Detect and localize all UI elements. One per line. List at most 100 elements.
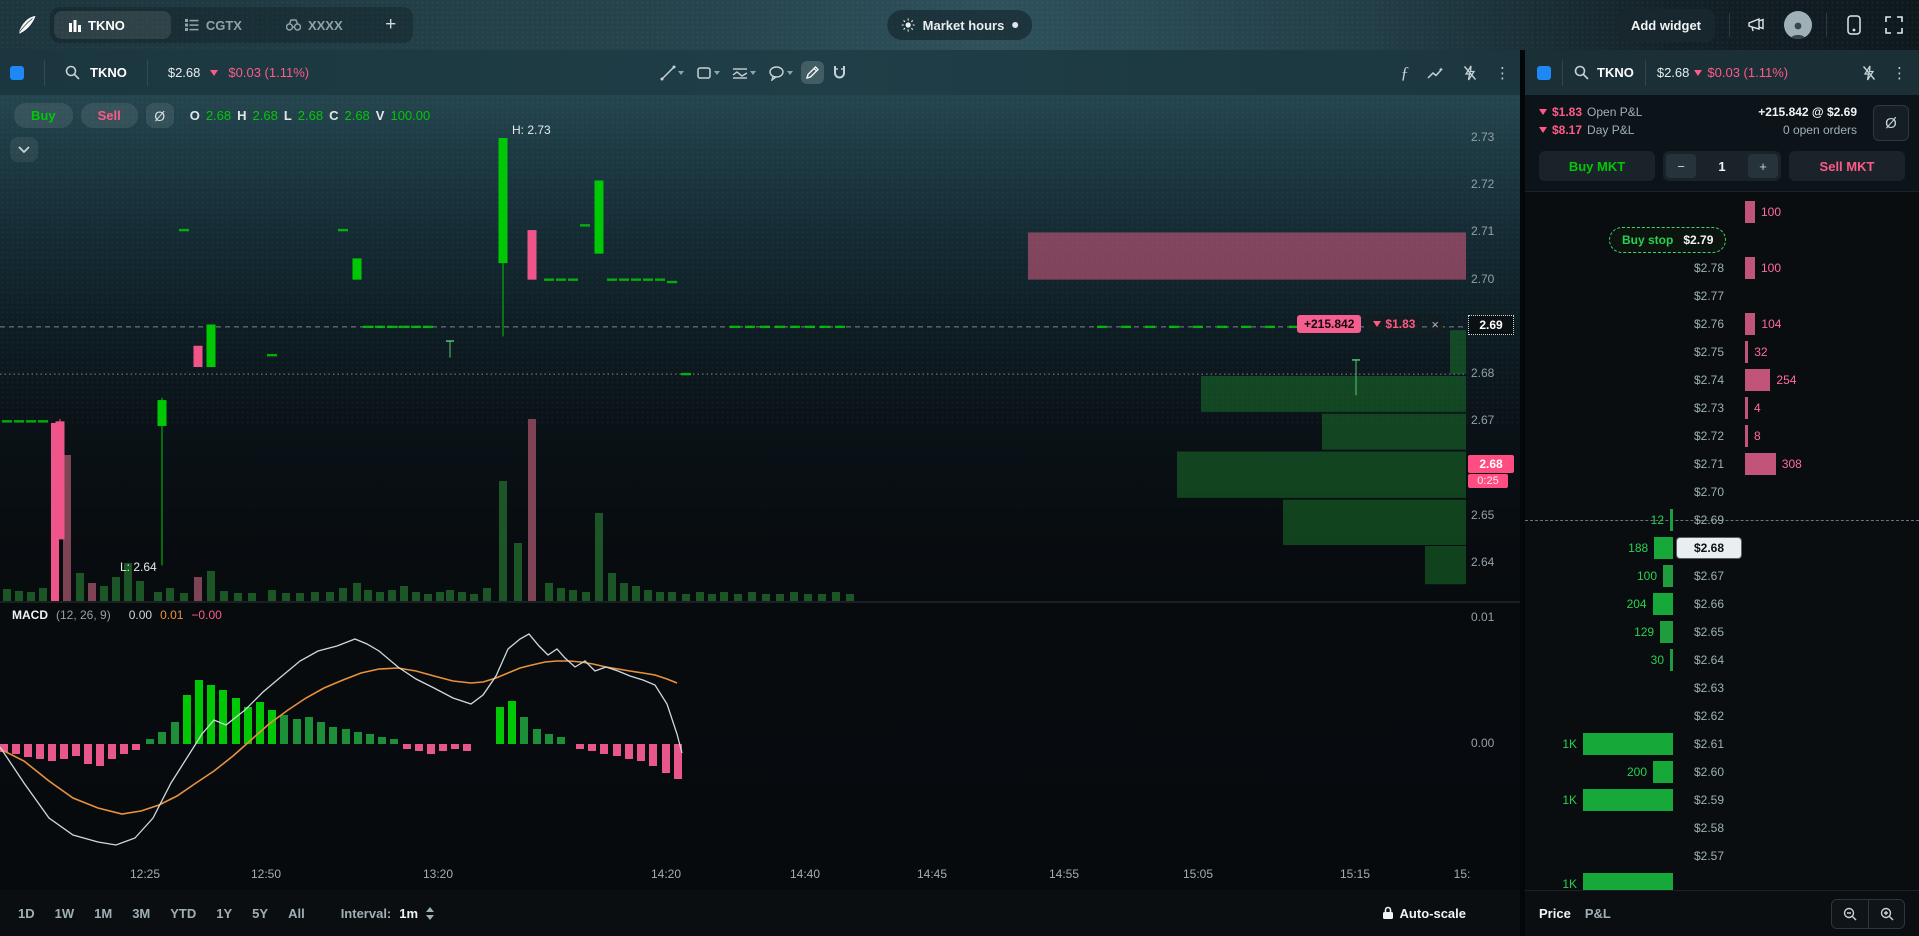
close-icon[interactable]: ×: [1427, 315, 1444, 333]
dom-price[interactable]: $2.71: [1693, 457, 1725, 471]
pattern-tool[interactable]: [728, 61, 760, 85]
dom-price[interactable]: $2.70: [1693, 485, 1725, 499]
dom-row[interactable]: 188 $2.68: [1525, 534, 1919, 562]
indicators-fx-icon[interactable]: ƒ: [1400, 62, 1410, 82]
flash-off-icon[interactable]: [1463, 65, 1477, 81]
range-1d[interactable]: 1D: [18, 905, 35, 921]
dom-row[interactable]: 204 $2.66: [1525, 590, 1919, 618]
bid-bar[interactable]: [1583, 733, 1673, 755]
dom-row[interactable]: $2.57: [1525, 842, 1919, 870]
add-widget-button[interactable]: Add widget: [1616, 8, 1715, 42]
interval-stepper[interactable]: [426, 906, 435, 920]
bid-bar[interactable]: [1654, 537, 1673, 559]
dom-price[interactable]: $2.75: [1693, 345, 1725, 359]
range-5y[interactable]: 5Y: [252, 905, 269, 921]
ask-bar[interactable]: [1745, 201, 1755, 223]
zoom-in-button[interactable]: [1868, 899, 1904, 928]
bid-bar[interactable]: [1670, 649, 1673, 671]
dom-row[interactable]: $2.76 104: [1525, 310, 1919, 338]
range-ytd[interactable]: YTD: [170, 905, 197, 921]
dom-price[interactable]: $2.58: [1693, 821, 1725, 835]
account-avatar[interactable]: [1784, 11, 1812, 39]
macd-title[interactable]: MACD: [12, 608, 48, 622]
dom-price[interactable]: $2.61: [1693, 737, 1725, 751]
qty-value[interactable]: 1: [1718, 158, 1726, 174]
shape-tool[interactable]: [692, 61, 724, 85]
mobile-device-icon[interactable]: [1841, 12, 1867, 38]
dom-row[interactable]: 1K $2.59: [1525, 786, 1919, 814]
dom-row[interactable]: $2.77: [1525, 282, 1919, 310]
range-1m[interactable]: 1M: [94, 905, 113, 921]
collapse-chevron-button[interactable]: [10, 137, 38, 162]
trend-line-tool[interactable]: [656, 61, 688, 85]
dom-row[interactable]: 12 $2.69: [1525, 506, 1919, 534]
tab-xxxx[interactable]: XXXX: [272, 11, 373, 39]
interval-value[interactable]: 1m: [399, 905, 419, 921]
ask-bar[interactable]: [1745, 425, 1748, 447]
dom-price[interactable]: $2.60: [1693, 765, 1725, 779]
symbol-name[interactable]: TKNO: [90, 65, 127, 80]
dom-row[interactable]: 100 $2.67: [1525, 562, 1919, 590]
dom-row[interactable]: $2.70: [1525, 478, 1919, 506]
compare-trend-icon[interactable]: [1427, 66, 1445, 80]
dom-row[interactable]: $2.78 100: [1525, 254, 1919, 282]
dom-row[interactable]: $2.72 8: [1525, 422, 1919, 450]
bid-bar[interactable]: [1583, 789, 1673, 811]
dom-price[interactable]: $2.63: [1693, 681, 1725, 695]
bid-bar[interactable]: [1660, 621, 1673, 643]
symbol-name[interactable]: TKNO: [1597, 65, 1634, 80]
dom-row[interactable]: $2.62: [1525, 702, 1919, 730]
ask-bar[interactable]: [1745, 313, 1756, 335]
dom-row[interactable]: $2.75 32: [1525, 338, 1919, 366]
dom-row[interactable]: $2.58: [1525, 814, 1919, 842]
dom-row[interactable]: $2.74 254: [1525, 366, 1919, 394]
ask-bar[interactable]: [1745, 453, 1776, 475]
range-1y[interactable]: 1Y: [216, 905, 233, 921]
dom-price[interactable]: $2.59: [1693, 793, 1725, 807]
position-qty-badge[interactable]: +215.842: [1297, 315, 1362, 333]
bid-bar[interactable]: [1652, 593, 1673, 615]
buy-button[interactable]: Buy: [14, 103, 73, 128]
bid-bar[interactable]: [1653, 761, 1673, 783]
fullscreen-icon[interactable]: [1881, 12, 1907, 38]
pane-divider[interactable]: [1520, 50, 1525, 936]
dom-price[interactable]: $2.57: [1693, 849, 1725, 863]
ask-bar[interactable]: [1745, 341, 1749, 363]
link-color-swatch[interactable]: [1537, 65, 1551, 80]
dom-row[interactable]: 200 $2.60: [1525, 758, 1919, 786]
bid-bar[interactable]: [1663, 565, 1673, 587]
draw-tool-pencil[interactable]: [801, 61, 824, 84]
tab-tkno[interactable]: TKNO: [54, 11, 171, 39]
announcements-megaphone-icon[interactable]: [1744, 12, 1770, 38]
dom-row[interactable]: 30 $2.64: [1525, 646, 1919, 674]
magnet-tool[interactable]: [828, 61, 851, 85]
ask-bar[interactable]: [1745, 257, 1755, 279]
dom-price[interactable]: $2.78: [1693, 261, 1725, 275]
tab-price[interactable]: Price: [1539, 906, 1571, 921]
dom-price[interactable]: $2.73: [1693, 401, 1725, 415]
zoom-out-button[interactable]: [1832, 899, 1868, 928]
dom-price[interactable]: $2.74: [1693, 373, 1725, 387]
buy-market-button[interactable]: Buy MKT: [1539, 151, 1655, 181]
dom-price[interactable]: $2.67: [1693, 569, 1725, 583]
dom-price[interactable]: $2.69: [1693, 513, 1725, 527]
market-hours-pill[interactable]: Market hours: [886, 10, 1033, 40]
dom-row[interactable]: 100: [1525, 198, 1919, 226]
dom-row[interactable]: $2.63: [1525, 674, 1919, 702]
dom-row[interactable]: $2.73 4: [1525, 394, 1919, 422]
range-1w[interactable]: 1W: [54, 905, 75, 921]
flash-off-icon[interactable]: [1862, 65, 1876, 81]
dom-price[interactable]: $2.76: [1693, 317, 1725, 331]
bid-bar[interactable]: [1583, 873, 1673, 890]
bid-bar[interactable]: [1670, 509, 1673, 531]
chart-menu-kebab-icon[interactable]: ⋮: [1495, 64, 1510, 82]
dom-row[interactable]: 1K: [1525, 870, 1919, 890]
buy-stop-order-pill[interactable]: Buy stop $2.79: [1609, 227, 1727, 253]
range-3m[interactable]: 3M: [132, 905, 151, 921]
dom-row[interactable]: 129 $2.65: [1525, 618, 1919, 646]
dom-price[interactable]: $2.72: [1693, 429, 1725, 443]
dom-price[interactable]: $2.65: [1693, 625, 1725, 639]
search-icon[interactable]: [1574, 65, 1589, 80]
flatten-position-icon-button[interactable]: Ø: [1873, 105, 1909, 141]
dom-row[interactable]: $2.71 308: [1525, 450, 1919, 478]
